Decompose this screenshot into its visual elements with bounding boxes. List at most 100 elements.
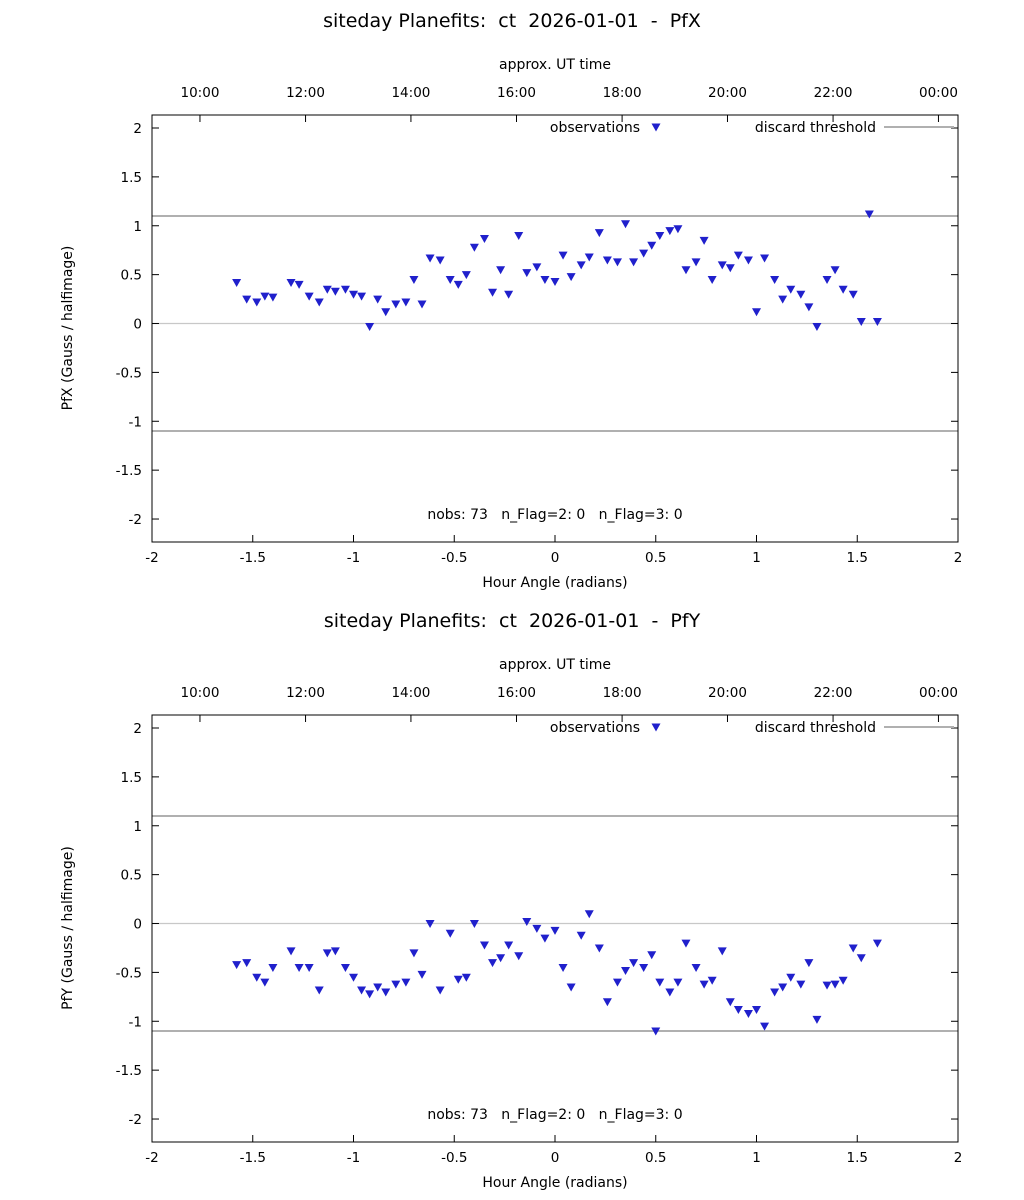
observation-point [594,944,604,953]
observation-point [830,266,840,275]
observation-point [743,256,753,265]
observation-point [496,954,506,963]
observation-point [822,276,832,285]
observation-point [796,290,806,299]
nobs-annotation: nobs: 73 n_Flag=2: 0 n_Flag=3: 0 [427,1107,682,1123]
x-tick-label: 1.5 [847,1150,868,1166]
observation-point [488,288,498,297]
observation-point [314,298,324,307]
observation-point [681,266,691,275]
observation-point [804,959,814,968]
observation-point [786,285,796,294]
observation-point [699,236,709,245]
observation-point [479,234,489,243]
observation-point [812,322,822,331]
x-tick-label: 0.5 [645,550,666,566]
y-tick-label: 1 [133,819,142,835]
observation-point [786,973,796,982]
observation-point [691,258,701,267]
observation-point [584,253,594,262]
ut-tick-label: 00:00 [919,685,958,701]
observation-point [725,998,735,1007]
observation-point [401,978,411,987]
observation-point [417,970,427,979]
legend-observations-label: observations [550,120,640,136]
nobs-annotation: nobs: 73 n_Flag=2: 0 n_Flag=3: 0 [427,507,682,523]
observation-point [391,300,401,309]
x-tick-label: -2 [145,550,158,566]
observation-point [639,964,649,973]
observation-point [435,256,445,265]
observation-point [612,978,622,987]
y-tick-label: 1 [133,219,142,235]
observation-point [872,318,882,327]
observation-point [260,292,270,301]
observation-point [647,241,657,250]
legend-threshold-label: discard threshold [755,720,876,736]
observation-point [691,964,701,973]
observation-point [349,973,358,982]
ut-tick-label: 18:00 [603,85,642,101]
observation-point [409,276,419,285]
y-tick-label: -0.5 [116,365,142,381]
ut-tick-label: 20:00 [708,685,747,701]
y-tick-label: -2 [129,1112,142,1128]
observation-point [522,269,532,278]
observation-point [550,926,560,935]
observation-point [612,258,622,267]
chart-title-pfx: siteday Planefits: ct 2026-01-01 - PfX [323,10,701,32]
observation-point [717,261,727,270]
observation-point [504,290,514,299]
observation-point [391,980,401,989]
y-tick-label: -0.5 [116,965,142,981]
observation-point [322,285,332,294]
observation-point [812,1015,822,1024]
observation-point [558,964,568,973]
observation-point [651,1027,661,1036]
x-tick-label: -0.5 [441,1150,467,1166]
observation-point [425,920,435,929]
observation-point [373,295,383,304]
x-tick-label: 0 [551,1150,560,1166]
y-tick-label: 0 [133,917,142,933]
y-tick-label: -1.5 [116,1063,142,1079]
observation-point [838,285,848,294]
observation-point [365,322,375,331]
observation-point [743,1009,753,1018]
observation-point [540,934,550,943]
observation-point [647,951,657,960]
observation-point [304,292,314,301]
observation-point [558,251,568,260]
observation-point [770,276,780,285]
y-tick-label: 0.5 [121,868,142,884]
observation-point [830,980,840,989]
observation-point [822,981,832,990]
observation-point [665,988,675,997]
y-tick-label: 1.5 [121,170,142,186]
observation-point [381,308,391,317]
ut-tick-label: 18:00 [603,685,642,701]
observation-point [584,910,594,919]
ut-tick-label: 14:00 [391,685,430,701]
observation-point [838,976,848,985]
observation-point [576,931,586,940]
ut-axis-title-pfy: approx. UT time [499,657,611,673]
observation-point [357,292,367,301]
observation-point [330,947,340,956]
observation-point [673,978,683,987]
observation-point [856,954,866,963]
x-axis-title-pfy: Hour Angle (radians) [482,1175,628,1191]
y-tick-label: -2 [129,512,142,528]
x-axis-title-pfx: Hour Angle (radians) [482,575,628,591]
observation-point [540,276,550,285]
observation-point [304,964,314,973]
y-tick-label: 1.5 [121,770,142,786]
x-tick-label: 0.5 [645,1150,666,1166]
observation-point [260,978,270,987]
ut-axis-title-pfx: approx. UT time [499,57,611,73]
observation-point [268,964,278,973]
plot-area-pfy: -2 -1.5 -1 -0.5 0 0.5 1 1.5 2 -2 -1.5 -1 -0.5 0 0.5 1 1.… [116,685,963,1166]
legend-observations-label: observations [550,720,640,736]
observation-point [469,243,479,252]
observation-point [717,947,727,956]
